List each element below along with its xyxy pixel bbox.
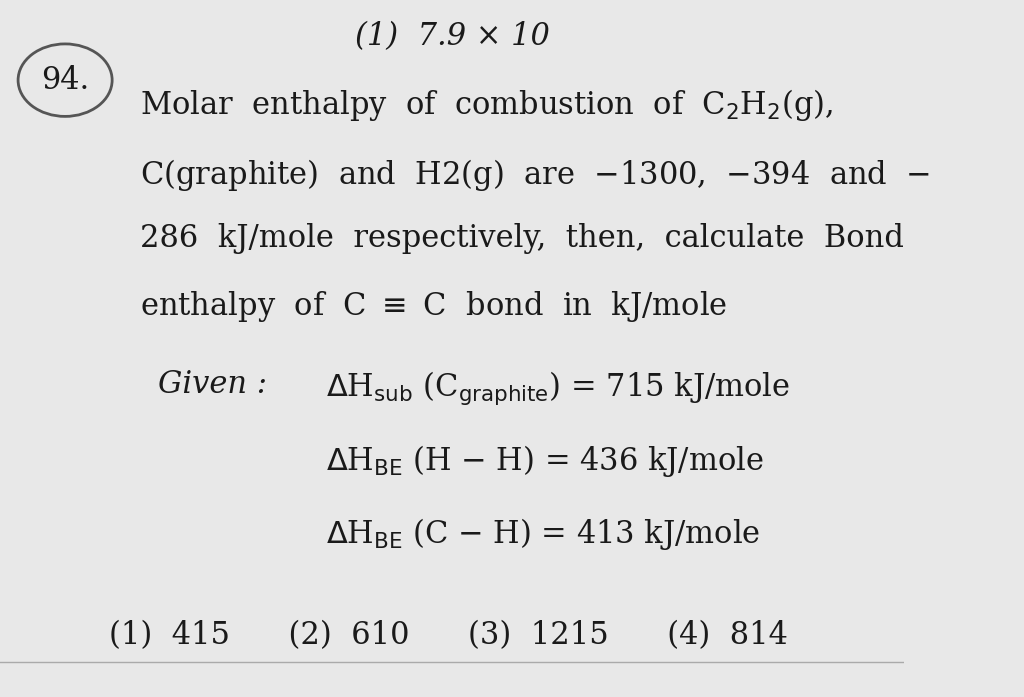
Text: $\Delta$H$_{\mathrm{BE}}$ (H $-$ H) = 436 kJ/mole: $\Delta$H$_{\mathrm{BE}}$ (H $-$ H) = 43… bbox=[326, 443, 763, 479]
Text: 94.: 94. bbox=[41, 65, 89, 95]
Text: C(graphite)  and  H2(g)  are  $-$1300,  $-$394  and  $-$: C(graphite) and H2(g) are $-$1300, $-$39… bbox=[140, 157, 931, 193]
Text: enthalpy  of  C $\equiv$ C  bond  in  kJ/mole: enthalpy of C $\equiv$ C bond in kJ/mole bbox=[140, 289, 727, 324]
Text: 286  kJ/mole  respectively,  then,  calculate  Bond: 286 kJ/mole respectively, then, calculat… bbox=[140, 223, 904, 254]
Text: (1)  7.9 × 10: (1) 7.9 × 10 bbox=[354, 21, 550, 52]
Text: (1)  415      (2)  610      (3)  1215      (4)  814: (1) 415 (2) 610 (3) 1215 (4) 814 bbox=[109, 620, 787, 651]
Text: $\Delta$H$_{\mathrm{BE}}$ (C $-$ H) = 413 kJ/mole: $\Delta$H$_{\mathrm{BE}}$ (C $-$ H) = 41… bbox=[326, 516, 760, 552]
Text: $\Delta$H$_{\mathrm{sub}}$ (C$_{\mathrm{graphite}}$) = 715 kJ/mole: $\Delta$H$_{\mathrm{sub}}$ (C$_{\mathrm{… bbox=[326, 369, 790, 407]
Text: Molar  enthalpy  of  combustion  of  C$_2$H$_2$(g),: Molar enthalpy of combustion of C$_2$H$_… bbox=[140, 87, 834, 123]
Text: Given :: Given : bbox=[159, 369, 267, 400]
